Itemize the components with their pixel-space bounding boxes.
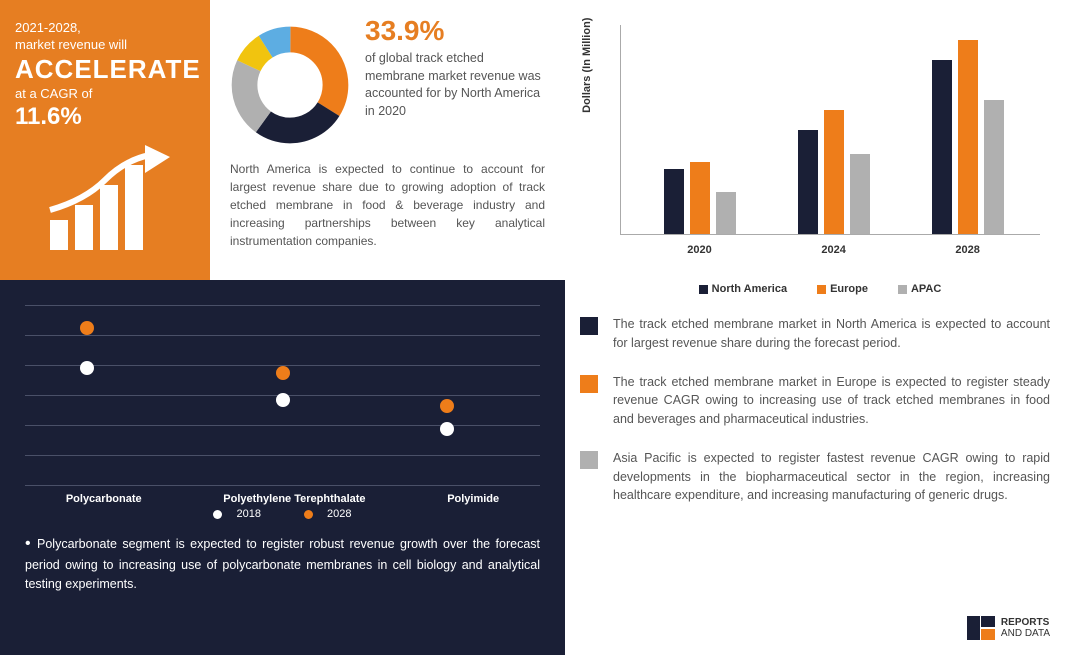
- years-range: 2021-2028,: [15, 20, 195, 35]
- root: 2021-2028, market revenue will ACCELERAT…: [0, 0, 1080, 655]
- dot-chart-paragraph: Polycarbonate segment is expected to reg…: [25, 532, 540, 594]
- dot-point: [276, 366, 290, 380]
- bar-legend-item: Europe: [807, 283, 868, 295]
- donut-paragraph: North America is expected to continue to…: [230, 160, 545, 250]
- top-left-row: 2021-2028, market revenue will ACCELERAT…: [0, 0, 565, 280]
- donut-section: 33.9% of global track etched membrane ma…: [210, 0, 565, 280]
- material-dot-chart-panel: Polycarbonate Polyethylene Terephthalate P…: [0, 280, 565, 655]
- regional-bar-chart: Dollars (In Million) 202020242028: [605, 15, 1050, 275]
- dot-category-label: Polycarbonate: [66, 493, 142, 505]
- dot-chart: Polycarbonate Polyethylene Terephthalate P…: [25, 300, 540, 505]
- bar-chart-legend: North America Europe APAC: [580, 283, 1050, 295]
- region-bullet-row: Asia Pacific is expected to register fas…: [580, 449, 1050, 505]
- bar: [716, 192, 736, 234]
- bar-x-label: 2020: [655, 244, 745, 256]
- bar: [932, 60, 952, 234]
- donut-description: of global track etched membrane market r…: [365, 50, 545, 120]
- region-bullet-row: The track etched membrane market in Euro…: [580, 373, 1050, 429]
- dot-chart-legend: 2018 2028: [25, 508, 540, 520]
- bullet-text: The track etched membrane market in Euro…: [613, 373, 1050, 429]
- bullet-color-square: [580, 375, 598, 393]
- dot-point: [80, 361, 94, 375]
- legend-2028: 2028: [327, 508, 351, 520]
- bar: [824, 110, 844, 234]
- dot-category-label: Polyimide: [447, 493, 499, 505]
- bullet-color-square: [580, 317, 598, 335]
- donut-chart: [230, 25, 350, 145]
- bullet-color-square: [580, 451, 598, 469]
- donut-percentage: 33.9%: [365, 15, 545, 47]
- bar-x-label: 2028: [923, 244, 1013, 256]
- left-column: 2021-2028, market revenue will ACCELERAT…: [0, 0, 565, 655]
- dot-point: [440, 399, 454, 413]
- cagr-value: 11.6%: [15, 103, 195, 131]
- accelerate-word: ACCELERATE: [15, 56, 195, 82]
- bar: [690, 162, 710, 234]
- bar-legend-item: APAC: [888, 283, 941, 295]
- bullet-text: Asia Pacific is expected to register fas…: [613, 449, 1050, 505]
- logo-text-line2: AND DATA: [1001, 628, 1050, 639]
- growth-chart-icon: [45, 145, 175, 255]
- bullet-text: The track etched membrane market in Nort…: [613, 315, 1050, 353]
- bar: [664, 169, 684, 234]
- cagr-callout: 2021-2028, market revenue will ACCELERAT…: [0, 0, 210, 280]
- dot-point: [80, 321, 94, 335]
- bar: [850, 154, 870, 234]
- dot-point: [276, 393, 290, 407]
- bar-chart-ylabel: Dollars (In Million): [581, 18, 593, 113]
- logo-icon: [967, 616, 995, 640]
- logo-text-line1: REPORTS: [1001, 617, 1050, 628]
- revenue-line: market revenue will: [15, 37, 195, 52]
- cagr-line: at a CAGR of: [15, 86, 195, 101]
- dot-category-label: Polyethylene Terephthalate: [223, 493, 365, 505]
- bar: [984, 100, 1004, 234]
- bar-x-label: 2024: [789, 244, 879, 256]
- bar: [958, 40, 978, 234]
- right-column: Dollars (In Million) 2020 2024 2028 North …: [565, 0, 1080, 655]
- region-bullet-row: The track etched membrane market in Nort…: [580, 315, 1050, 353]
- region-bullets: The track etched membrane market in Nort…: [580, 315, 1050, 525]
- bar-legend-item: North America: [689, 283, 787, 295]
- brand-logo: REPORTS AND DATA: [967, 616, 1050, 640]
- dot-point: [440, 422, 454, 436]
- legend-2018: 2018: [236, 508, 260, 520]
- bar: [798, 130, 818, 235]
